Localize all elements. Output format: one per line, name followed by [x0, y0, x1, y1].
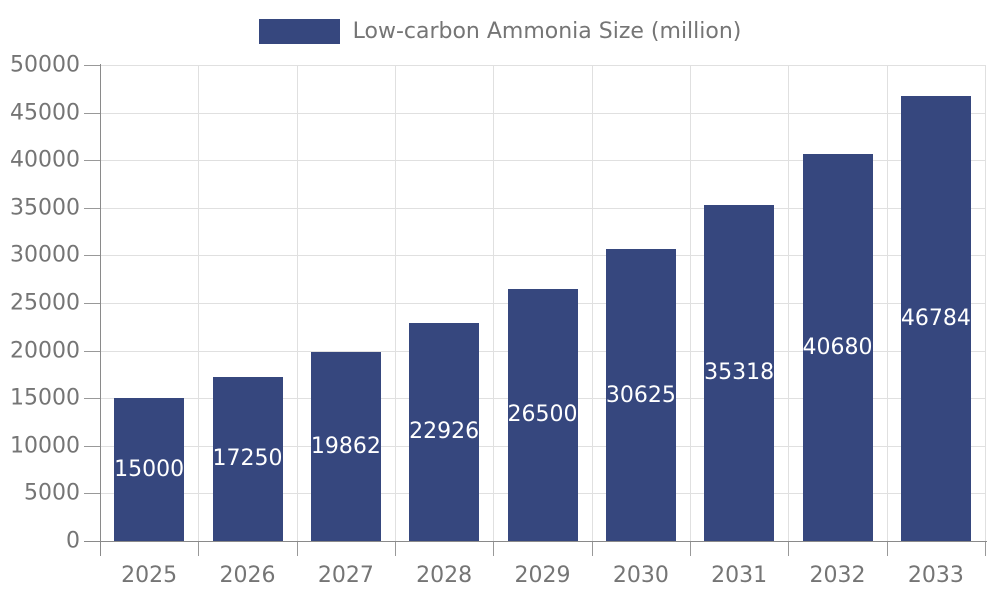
x-axis-tick-label: 2026	[219, 563, 276, 588]
x-axis-tick-label: 2033	[907, 563, 964, 588]
y-axis-tick-label: 45000	[10, 100, 80, 126]
bar-value-label: 35318	[704, 360, 775, 386]
gridline-vertical	[591, 65, 593, 541]
gridline-horizontal	[100, 65, 985, 66]
x-axis-tick	[591, 541, 593, 556]
y-axis-tick	[84, 255, 100, 257]
y-axis-tick-label: 20000	[10, 338, 80, 364]
x-axis-tick-label: 2031	[711, 563, 768, 588]
x-axis-tick	[886, 541, 888, 556]
gridline-vertical	[198, 65, 200, 541]
gridline-vertical	[395, 65, 396, 541]
y-axis-tick-label: 35000	[10, 195, 80, 221]
y-axis-tick-label: 15000	[10, 385, 80, 411]
x-axis-tick-label: 2030	[612, 563, 669, 588]
bar-2033[interactable]: 46784	[900, 95, 971, 541]
y-axis-tick	[84, 303, 100, 304]
bar-value-label: 22926	[409, 419, 480, 445]
y-axis-tick	[84, 398, 100, 400]
gridline-vertical	[296, 65, 298, 541]
y-axis-tick-label: 30000	[10, 242, 80, 268]
bar-value-label: 17250	[212, 446, 283, 472]
y-axis-tick-label: 5000	[24, 480, 80, 506]
gridline-horizontal	[100, 160, 985, 162]
gridline-horizontal	[100, 207, 985, 209]
x-axis-tick	[198, 541, 200, 556]
y-axis-tick-label: 10000	[10, 433, 80, 459]
x-axis-tick-label: 2025	[121, 563, 178, 588]
x-axis-tick	[690, 541, 691, 556]
y-axis-tick	[84, 112, 100, 114]
bar-value-label: 26500	[507, 402, 578, 428]
y-axis-line	[100, 64, 101, 556]
bar-2032[interactable]: 40680	[802, 153, 873, 541]
gridline-vertical	[886, 65, 888, 541]
y-axis-tick	[84, 65, 100, 66]
bar-2029[interactable]: 26500	[507, 288, 578, 541]
x-axis-tick	[985, 541, 986, 556]
bar-value-label: 40680	[802, 334, 873, 360]
bar-value-label: 15000	[114, 457, 185, 483]
gridline-vertical	[690, 65, 691, 541]
bar-2031[interactable]: 35318	[704, 204, 775, 541]
bar-2027[interactable]: 19862	[310, 351, 381, 541]
x-axis-tick	[788, 541, 790, 556]
x-axis-tick	[296, 541, 298, 556]
bar-2028[interactable]: 22926	[409, 322, 480, 541]
gridline-horizontal	[100, 255, 985, 257]
x-axis-tick-label: 2028	[416, 563, 473, 588]
y-axis-tick	[84, 445, 100, 447]
bar-value-label: 46784	[900, 305, 971, 331]
y-axis-tick-label: 40000	[10, 147, 80, 173]
legend-label[interactable]: Low-carbon Ammonia Size (million)	[352, 19, 742, 44]
y-axis-tick	[84, 160, 100, 162]
y-axis-tick	[84, 350, 100, 352]
bar-2025[interactable]: 15000	[114, 398, 185, 541]
x-axis-line	[84, 541, 987, 542]
x-axis-tick-label: 2029	[514, 563, 571, 588]
y-axis-tick	[84, 207, 100, 209]
legend-swatch[interactable]	[258, 19, 340, 44]
bar-2026[interactable]: 17250	[212, 376, 283, 541]
gridline-horizontal	[100, 112, 985, 114]
legend: Low-carbon Ammonia Size (million)	[0, 19, 1000, 44]
y-axis-tick-label: 50000	[10, 52, 80, 78]
x-axis-tick	[395, 541, 396, 556]
x-axis-tick	[493, 541, 495, 556]
bar-value-label: 19862	[310, 433, 381, 459]
x-axis-tick-label: 2032	[809, 563, 866, 588]
y-axis-tick	[84, 493, 100, 495]
gridline-vertical	[788, 65, 790, 541]
gridline-vertical	[985, 65, 986, 541]
y-axis-tick-label: 0	[66, 528, 80, 554]
y-axis-tick-label: 25000	[10, 290, 80, 316]
bar-2030[interactable]: 30625	[605, 249, 676, 541]
bar-value-label: 30625	[605, 382, 676, 408]
x-axis-tick-label: 2027	[317, 563, 374, 588]
gridline-vertical	[493, 65, 495, 541]
